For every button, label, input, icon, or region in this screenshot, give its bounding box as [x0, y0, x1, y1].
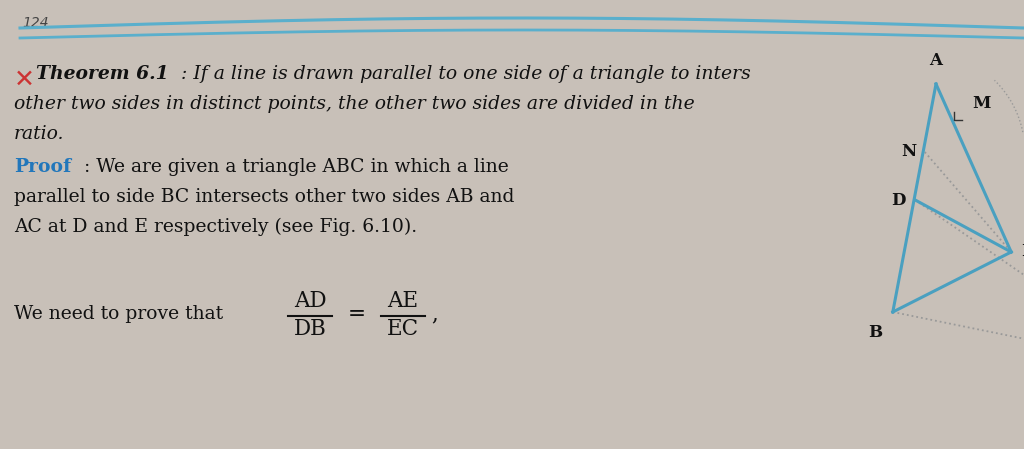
Text: AE: AE: [387, 290, 419, 312]
Text: N: N: [902, 144, 916, 160]
Text: : We are given a triangle ABC in which a line: : We are given a triangle ABC in which a…: [78, 158, 509, 176]
Text: ratio.: ratio.: [14, 125, 65, 143]
Text: ✕: ✕: [14, 68, 35, 92]
Text: 124: 124: [22, 16, 48, 30]
Text: D: D: [891, 192, 905, 208]
Text: B: B: [868, 324, 883, 341]
Text: Proof: Proof: [14, 158, 71, 176]
Text: : If a line is drawn parallel to one side of a triangle to inters: : If a line is drawn parallel to one sid…: [175, 65, 751, 83]
Text: We need to prove that: We need to prove that: [14, 305, 229, 323]
Text: other two sides in distinct points, the other two sides are divided in the: other two sides in distinct points, the …: [14, 95, 694, 113]
Text: A: A: [930, 52, 942, 69]
Text: AD: AD: [294, 290, 327, 312]
Text: AC at D and E respectively (see Fig. 6.10).: AC at D and E respectively (see Fig. 6.1…: [14, 218, 417, 236]
Text: DB: DB: [294, 318, 327, 340]
Text: E: E: [1021, 243, 1024, 260]
Text: M: M: [973, 95, 991, 112]
Text: parallel to side BC intersects other two sides AB and: parallel to side BC intersects other two…: [14, 188, 514, 206]
Text: =: =: [348, 303, 366, 325]
Text: Theorem 6.1: Theorem 6.1: [36, 65, 169, 83]
Text: EC: EC: [387, 318, 419, 340]
Text: ,: ,: [431, 303, 437, 325]
